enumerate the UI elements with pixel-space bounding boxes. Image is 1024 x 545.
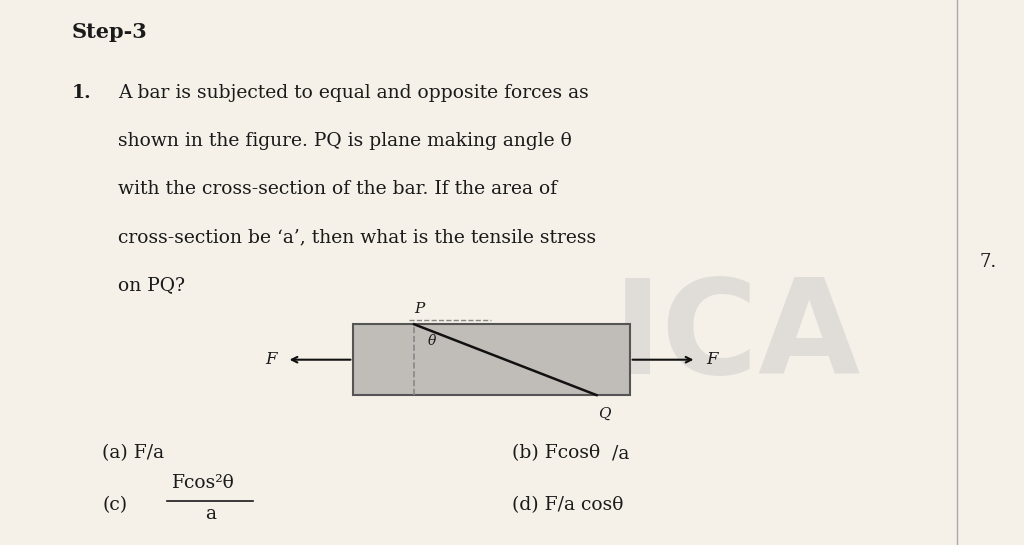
Text: on PQ?: on PQ? bbox=[118, 276, 184, 294]
Text: A bar is subjected to equal and opposite forces as: A bar is subjected to equal and opposite… bbox=[118, 84, 589, 102]
Text: (d) F/a cosθ: (d) F/a cosθ bbox=[512, 496, 624, 514]
Text: F: F bbox=[265, 351, 276, 368]
Bar bbox=[353, 324, 630, 395]
Text: θ: θ bbox=[427, 334, 436, 348]
Text: a: a bbox=[205, 505, 216, 523]
Text: F: F bbox=[707, 351, 718, 368]
Text: (c): (c) bbox=[102, 496, 128, 514]
Text: 1.: 1. bbox=[72, 84, 91, 102]
Text: ICA: ICA bbox=[613, 274, 861, 402]
Text: (b) Fcosθ: (b) Fcosθ bbox=[512, 444, 600, 462]
Text: Step-3: Step-3 bbox=[72, 22, 147, 42]
Text: (a) F/a: (a) F/a bbox=[102, 444, 165, 462]
Text: /a: /a bbox=[612, 444, 630, 462]
Text: Fcos²θ: Fcos²θ bbox=[172, 474, 234, 492]
Text: with the cross-section of the bar. If the area of: with the cross-section of the bar. If th… bbox=[118, 180, 557, 198]
Text: cross-section be ‘a’, then what is the tensile stress: cross-section be ‘a’, then what is the t… bbox=[118, 228, 596, 246]
Text: P: P bbox=[414, 301, 424, 316]
Text: Q: Q bbox=[598, 407, 611, 421]
Text: 7.: 7. bbox=[980, 252, 997, 271]
Text: shown in the figure. PQ is plane making angle θ: shown in the figure. PQ is plane making … bbox=[118, 132, 571, 150]
